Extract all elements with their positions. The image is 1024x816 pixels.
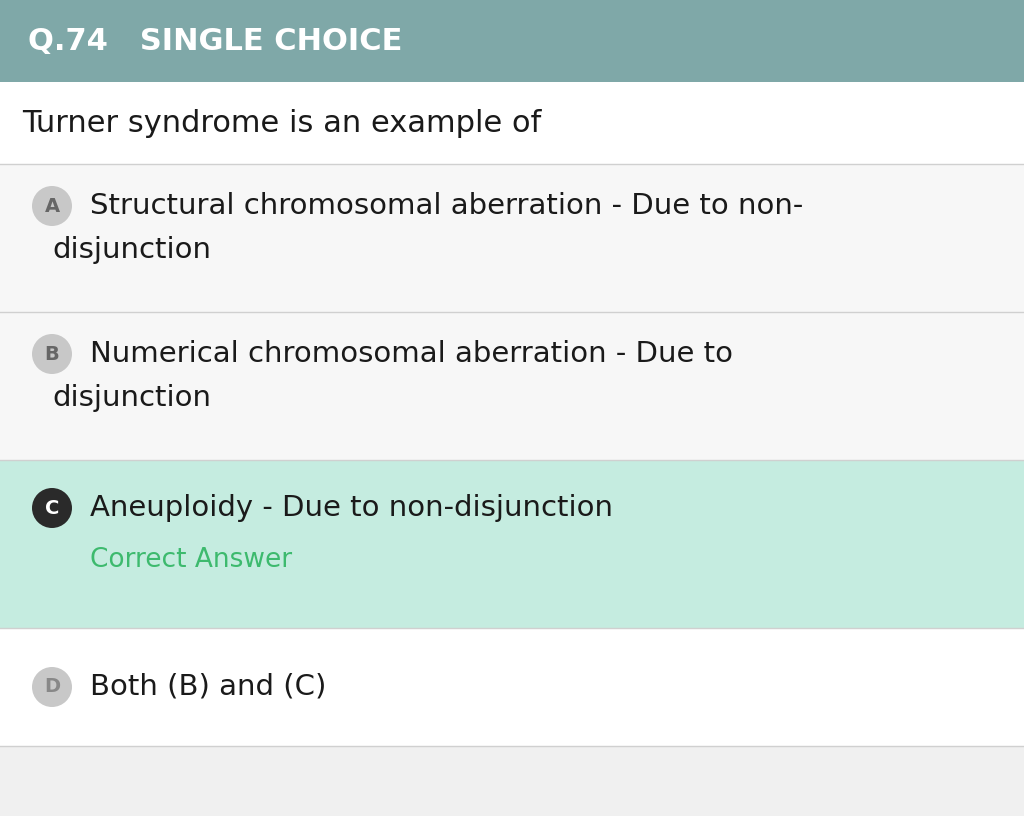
Text: Correct Answer: Correct Answer (90, 547, 292, 573)
Text: Both (B) and (C): Both (B) and (C) (90, 673, 327, 701)
Text: D: D (44, 677, 60, 697)
Text: disjunction: disjunction (52, 236, 211, 264)
Text: Q.74   SINGLE CHOICE: Q.74 SINGLE CHOICE (28, 26, 402, 55)
Text: A: A (44, 197, 59, 215)
Circle shape (32, 186, 72, 226)
FancyBboxPatch shape (0, 746, 1024, 816)
FancyBboxPatch shape (0, 0, 1024, 82)
FancyBboxPatch shape (0, 628, 1024, 746)
Circle shape (32, 488, 72, 528)
FancyBboxPatch shape (0, 82, 1024, 164)
Text: disjunction: disjunction (52, 384, 211, 412)
Circle shape (32, 667, 72, 707)
Text: Structural chromosomal aberration - Due to non-: Structural chromosomal aberration - Due … (90, 192, 803, 220)
Text: Turner syndrome is an example of: Turner syndrome is an example of (22, 109, 542, 138)
Text: Aneuploidy - Due to non-disjunction: Aneuploidy - Due to non-disjunction (90, 494, 613, 522)
Circle shape (32, 334, 72, 374)
Text: C: C (45, 499, 59, 517)
Text: Numerical chromosomal aberration - Due to: Numerical chromosomal aberration - Due t… (90, 340, 733, 368)
FancyBboxPatch shape (0, 460, 1024, 628)
Text: B: B (45, 344, 59, 363)
FancyBboxPatch shape (0, 164, 1024, 312)
FancyBboxPatch shape (0, 312, 1024, 460)
